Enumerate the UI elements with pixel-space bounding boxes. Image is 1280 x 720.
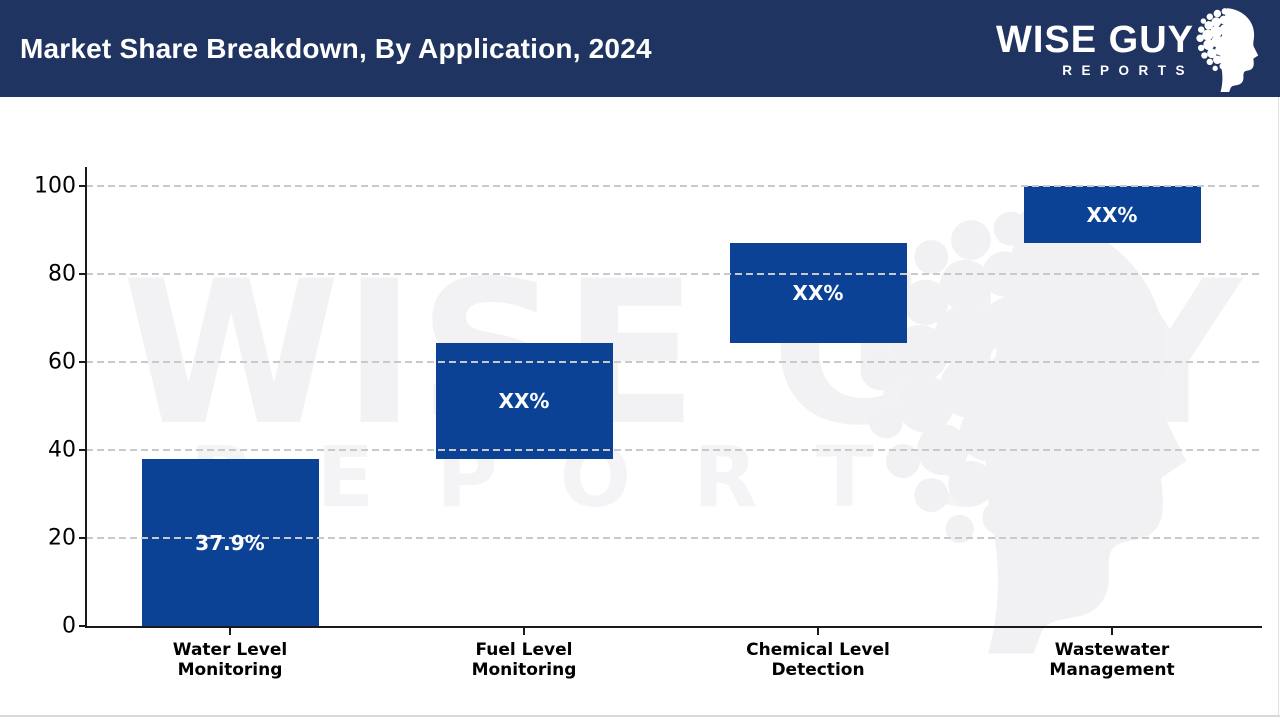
bottom-divider [0, 715, 1280, 717]
gridline-20 [86, 537, 1262, 539]
category-label-chemical-level-detection: Chemical Level Detection [746, 640, 890, 680]
y-tick-label-40: 40 [48, 437, 76, 463]
y-tick-60 [79, 361, 86, 363]
chart-area: WISE GUY REPORTS 0 20 40 60 80 100 37.9% Water … [0, 97, 1280, 720]
category-label-water-level-monitoring: Water Level Monitoring [172, 640, 288, 680]
bar-water-level-monitoring [141, 459, 319, 626]
x-tick-wastewater-management [1111, 628, 1113, 635]
category-label-wastewater-management: Wastewater Management [1049, 640, 1175, 680]
x-tick-water-level-monitoring [229, 628, 231, 635]
y-tick-0 [79, 625, 86, 627]
x-axis-line [85, 626, 1262, 628]
y-tick-label-20: 20 [48, 525, 76, 551]
bar-chemical-level-detection [729, 243, 907, 343]
y-tick-label-60: 60 [48, 349, 76, 375]
gridline-80 [86, 273, 1262, 275]
gridline-60 [86, 361, 1262, 363]
x-tick-fuel-level-monitoring [523, 628, 525, 635]
y-tick-20 [79, 537, 86, 539]
y-tick-label-0: 0 [62, 613, 76, 639]
y-axis-line [85, 167, 87, 628]
bar-value-label-wastewater-management: XX% [1086, 202, 1138, 227]
gridline-40 [86, 449, 1262, 451]
y-tick-label-100: 100 [34, 173, 76, 199]
dotted-head-logo-icon [1188, 6, 1266, 92]
y-tick-40 [79, 449, 86, 451]
x-tick-chemical-level-detection [817, 628, 819, 635]
page-title: Market Share Breakdown, By Application, … [20, 32, 652, 64]
brand-subtitle: REPORTS [1062, 62, 1194, 78]
right-divider [1278, 97, 1279, 717]
bar-value-label-chemical-level-detection: XX% [792, 280, 844, 305]
y-tick-100 [79, 185, 86, 187]
bar-value-label-water-level-monitoring: 37.9% [195, 530, 265, 555]
brand-name: WISE GUY [995, 18, 1194, 61]
bar-value-label-fuel-level-monitoring: XX% [498, 388, 550, 413]
category-label-fuel-level-monitoring: Fuel Level Monitoring [471, 640, 577, 680]
gridline-100 [86, 185, 1262, 187]
y-tick-80 [79, 273, 86, 275]
y-tick-label-80: 80 [48, 261, 76, 287]
brand-logo: WISE GUY REPORTS [996, 6, 1266, 92]
brand-logo-text: WISE GUY REPORTS [996, 21, 1194, 78]
header-bar: Market Share Breakdown, By Application, … [0, 0, 1280, 97]
bar-wastewater-management [1023, 186, 1201, 244]
